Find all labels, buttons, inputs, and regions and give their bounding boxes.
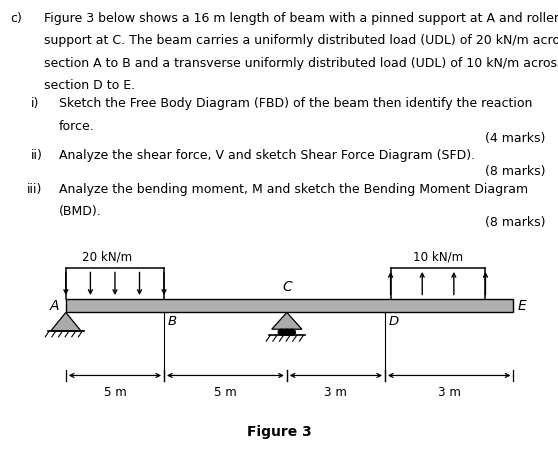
- Text: Sketch the Free Body Diagram (FBD) of the beam then identify the reaction: Sketch the Free Body Diagram (FBD) of th…: [59, 97, 532, 110]
- Text: ii): ii): [31, 149, 42, 163]
- Text: 10 kN/m: 10 kN/m: [413, 251, 463, 264]
- Text: Figure 3 below shows a 16 m length of beam with a pinned support at A and roller: Figure 3 below shows a 16 m length of be…: [44, 12, 558, 25]
- Text: B: B: [167, 315, 176, 328]
- Circle shape: [288, 329, 295, 335]
- Text: 5 m: 5 m: [104, 386, 126, 399]
- Text: section A to B and a transverse uniformly distributed load (UDL) of 10 kN/m acro: section A to B and a transverse uniforml…: [44, 57, 558, 70]
- Text: force.: force.: [59, 120, 94, 133]
- Text: Analyze the bending moment, M and sketch the Bending Moment Diagram: Analyze the bending moment, M and sketch…: [59, 183, 528, 196]
- Circle shape: [278, 329, 286, 335]
- Text: (8 marks): (8 marks): [485, 216, 546, 229]
- Text: A: A: [50, 299, 59, 313]
- Text: D: D: [388, 315, 398, 328]
- Text: i): i): [31, 97, 39, 110]
- Text: (8 marks): (8 marks): [485, 165, 546, 178]
- Text: Figure 3: Figure 3: [247, 425, 311, 439]
- Polygon shape: [272, 312, 302, 329]
- Polygon shape: [51, 312, 81, 331]
- Text: iii): iii): [27, 183, 42, 196]
- Text: (4 marks): (4 marks): [485, 132, 546, 145]
- Text: 3 m: 3 m: [438, 386, 460, 399]
- Text: c): c): [10, 12, 22, 25]
- Text: C: C: [282, 280, 292, 294]
- Text: (BMD).: (BMD).: [59, 205, 102, 219]
- Text: support at C. The beam carries a uniformly distributed load (UDL) of 20 kN/m acr: support at C. The beam carries a uniform…: [44, 34, 558, 47]
- Text: 20 kN/m: 20 kN/m: [82, 251, 132, 264]
- Text: 3 m: 3 m: [325, 386, 347, 399]
- Text: E: E: [518, 299, 527, 313]
- Circle shape: [283, 329, 290, 335]
- Text: 5 m: 5 m: [214, 386, 237, 399]
- Text: section D to E.: section D to E.: [44, 79, 134, 92]
- Text: Analyze the shear force, V and sketch Shear Force Diagram (SFD).: Analyze the shear force, V and sketch Sh…: [59, 149, 475, 163]
- FancyBboxPatch shape: [66, 299, 513, 312]
